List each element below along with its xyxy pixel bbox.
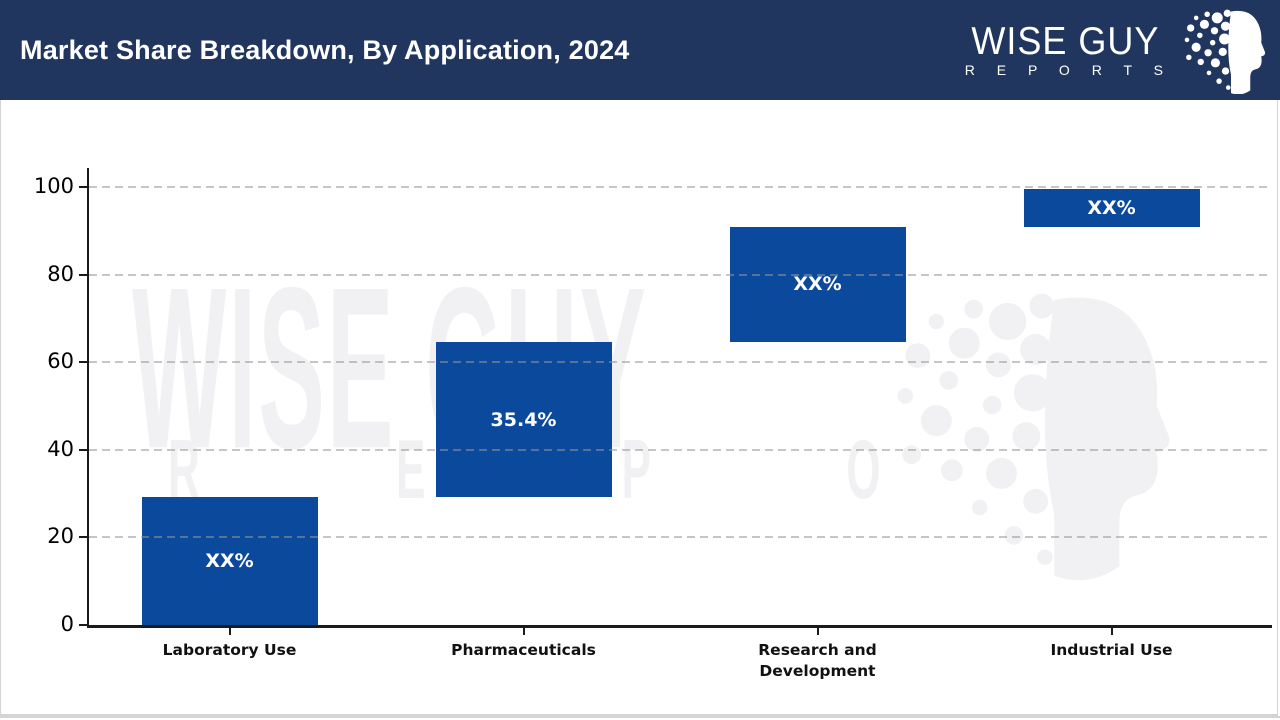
x-axis-line — [87, 625, 1272, 628]
brand-logo-reports: R E P O R T S — [964, 62, 1172, 78]
bar-2 — [729, 226, 906, 343]
y-tick-label-40: 40 — [47, 436, 74, 461]
brand-logo: WISE GUY R E P O R T S — [959, 6, 1266, 94]
gridline-y20 — [89, 536, 1272, 539]
y-tick-100 — [79, 186, 87, 188]
y-tick-label-80: 80 — [47, 261, 74, 286]
x-category-label-1: Pharmaceuticals — [451, 641, 596, 659]
x-tick-0 — [228, 628, 231, 635]
watermark-dotted-head — [897, 293, 1170, 581]
y-tick-40 — [79, 448, 87, 451]
gridline-y100 — [89, 186, 1272, 188]
brand-logo-text: WISE GUY R E P O R T S — [959, 18, 1172, 78]
brand-logo-wiseguy: WISE GUY — [971, 18, 1160, 63]
x-category-label-2: Research and Development — [758, 641, 877, 680]
bar-3 — [1023, 188, 1200, 227]
bar-0 — [141, 497, 318, 625]
x-tick-3 — [1110, 628, 1113, 635]
gridline-y80 — [89, 273, 1272, 276]
y-tick-60 — [79, 361, 87, 364]
bar-value-label-1: 35.4% — [490, 408, 557, 431]
y-tick-label-60: 60 — [47, 349, 74, 374]
gridline-y60 — [89, 361, 1272, 364]
gridline-y40 — [89, 448, 1272, 451]
header-bar: Market Share Breakdown, By Application, … — [0, 0, 1280, 100]
bar-value-label-3: XX% — [1087, 196, 1136, 219]
x-category-label-3: Industrial Use — [1050, 641, 1173, 659]
chart-title: Market Share Breakdown, By Application, … — [20, 34, 630, 65]
x-tick-1 — [522, 628, 525, 635]
y-tick-20 — [79, 536, 87, 539]
y-tick-80 — [79, 273, 87, 276]
y-tick-label-0: 0 — [60, 612, 74, 636]
y-tick-label-100: 100 — [33, 174, 74, 198]
y-tick-label-20: 20 — [47, 524, 74, 549]
bottom-rule — [0, 716, 1280, 718]
bar-value-label-2: XX% — [793, 273, 842, 296]
x-tick-2 — [816, 628, 819, 635]
bar-value-label-0: XX% — [205, 550, 254, 573]
dotted-head-icon — [1184, 9, 1266, 94]
y-tick-0 — [79, 624, 87, 626]
y-axis-line — [87, 168, 89, 628]
bar-1 — [435, 342, 612, 498]
x-category-label-0: Laboratory Use — [162, 641, 297, 659]
